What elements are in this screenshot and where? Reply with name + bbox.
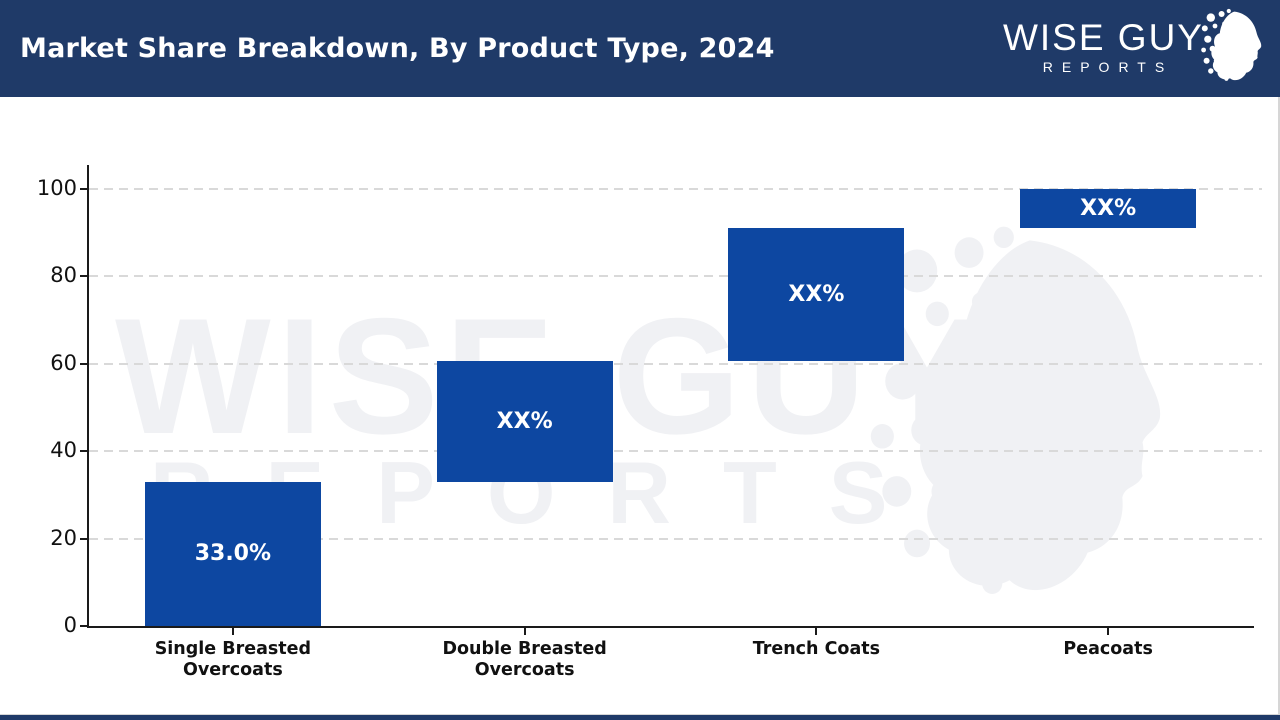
bar-value-label: XX% (788, 282, 845, 308)
brand-logo-line2: REPORTS (1042, 59, 1174, 76)
y-tick-label-40: 40 (50, 438, 77, 462)
chart-title: Market Share Breakdown, By Product Type,… (20, 33, 775, 64)
x-tick (231, 628, 234, 635)
y-tick-40 (80, 450, 87, 452)
x-tick (1107, 628, 1110, 635)
gridline-20 (89, 537, 1262, 540)
y-tick-label-60: 60 (50, 350, 77, 375)
bar-value-label: XX% (1080, 195, 1137, 221)
footer-bar (0, 715, 1280, 720)
plot-area: 0 20 40 60 80 100 33.0% Single Breasted Overcoa… (0, 97, 1280, 714)
bar-segment: XX% (728, 227, 905, 362)
y-tick-0 (80, 625, 87, 627)
gridline-40 (89, 450, 1262, 452)
header-bar: Market Share Breakdown, By Product Type,… (0, 0, 1280, 97)
y-tick-label-100: 100 (36, 175, 77, 200)
bar-segment: XX% (436, 361, 613, 482)
brand-head-icon (1200, 8, 1266, 86)
y-tick-label-20: 20 (50, 525, 77, 550)
y-tick-60 (80, 362, 87, 365)
gridline-80 (89, 275, 1262, 277)
image-right-border (1278, 97, 1280, 714)
bar-value-label: 33.0% (194, 541, 272, 567)
x-tick (523, 628, 526, 635)
y-tick-20 (80, 537, 87, 540)
y-axis-line (87, 165, 89, 626)
bar-segment: 33.0% (144, 481, 321, 626)
brand-logo: WISE GUY REPORTS (1003, 8, 1266, 86)
x-category-label: Double Breasted Overcoats (442, 639, 607, 681)
x-axis-line (87, 626, 1254, 628)
y-tick-label-80: 80 (50, 263, 77, 287)
brand-logo-line1: WISE GUY (1002, 16, 1204, 58)
x-tick (815, 628, 818, 635)
gridline-60 (89, 362, 1262, 365)
image-bottom-border (0, 714, 1280, 715)
gridline-100 (89, 187, 1262, 190)
bar-segment: XX% (1020, 188, 1197, 228)
bar-value-label: XX% (496, 408, 553, 434)
y-tick-label-0: 0 (63, 613, 77, 637)
brand-logo-text: WISE GUY REPORTS (1002, 16, 1204, 76)
y-tick-100 (80, 187, 87, 190)
x-category-label: Trench Coats (752, 639, 881, 659)
x-category-label: Single Breasted Overcoats (154, 639, 312, 681)
y-tick-80 (80, 275, 87, 277)
x-category-label: Peacoats (1063, 639, 1153, 659)
